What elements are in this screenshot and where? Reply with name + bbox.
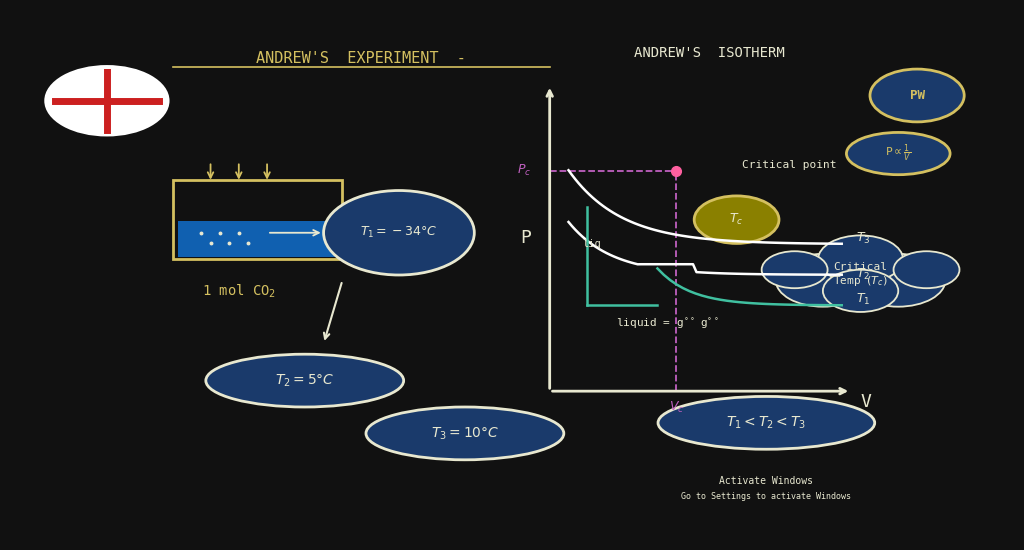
Text: PW: PW bbox=[909, 89, 925, 102]
Text: $T_1$: $T_1$ bbox=[856, 292, 870, 307]
Circle shape bbox=[851, 254, 945, 307]
Circle shape bbox=[46, 67, 168, 135]
Circle shape bbox=[324, 190, 474, 275]
Text: $T_2$: $T_2$ bbox=[856, 267, 870, 282]
Text: $V_c$: $V_c$ bbox=[669, 399, 684, 415]
Text: ANDREW'S  ISOTHERM: ANDREW'S ISOTHERM bbox=[635, 46, 785, 60]
Text: liq: liq bbox=[583, 239, 601, 249]
Text: $P_c$: $P_c$ bbox=[517, 163, 530, 178]
Ellipse shape bbox=[847, 133, 950, 175]
Text: $T_1<T_2<T_3$: $T_1<T_2<T_3$ bbox=[726, 415, 806, 431]
Ellipse shape bbox=[206, 354, 403, 407]
Text: $T_2=5°C$: $T_2=5°C$ bbox=[275, 372, 335, 389]
Circle shape bbox=[894, 251, 959, 288]
Bar bbox=[177, 221, 338, 256]
Circle shape bbox=[823, 270, 898, 312]
Text: Critical
Temp $(T_c)$: Critical Temp $(T_c)$ bbox=[834, 262, 888, 288]
Text: $T_c$: $T_c$ bbox=[729, 212, 743, 227]
Text: Critical point: Critical point bbox=[742, 161, 837, 170]
Text: ANDREW'S  EXPERIMENT  -: ANDREW'S EXPERIMENT - bbox=[256, 51, 466, 66]
Text: V: V bbox=[860, 393, 871, 411]
Text: $T_1=-34°C$: $T_1=-34°C$ bbox=[360, 225, 437, 240]
Text: $T_3$: $T_3$ bbox=[856, 230, 870, 246]
Bar bbox=[173, 180, 342, 259]
Ellipse shape bbox=[366, 407, 564, 460]
Text: P: P bbox=[520, 229, 530, 247]
Circle shape bbox=[762, 251, 827, 288]
Text: liquid = g$^{\circ\circ}$: liquid = g$^{\circ\circ}$ bbox=[616, 317, 695, 331]
Text: Go to Settings to activate Windows: Go to Settings to activate Windows bbox=[681, 492, 851, 501]
Text: g$^{\circ\circ}$: g$^{\circ\circ}$ bbox=[700, 317, 719, 331]
Circle shape bbox=[776, 254, 870, 307]
Text: P$\propto\frac{1}{V}$: P$\propto\frac{1}{V}$ bbox=[885, 143, 911, 164]
Text: 1 mol CO$_2$: 1 mol CO$_2$ bbox=[202, 282, 275, 300]
Ellipse shape bbox=[658, 397, 874, 449]
Text: Activate Windows: Activate Windows bbox=[720, 476, 813, 486]
Circle shape bbox=[818, 235, 903, 283]
Circle shape bbox=[870, 69, 965, 122]
Circle shape bbox=[694, 196, 779, 244]
Text: $T_3=10°C$: $T_3=10°C$ bbox=[431, 425, 499, 442]
